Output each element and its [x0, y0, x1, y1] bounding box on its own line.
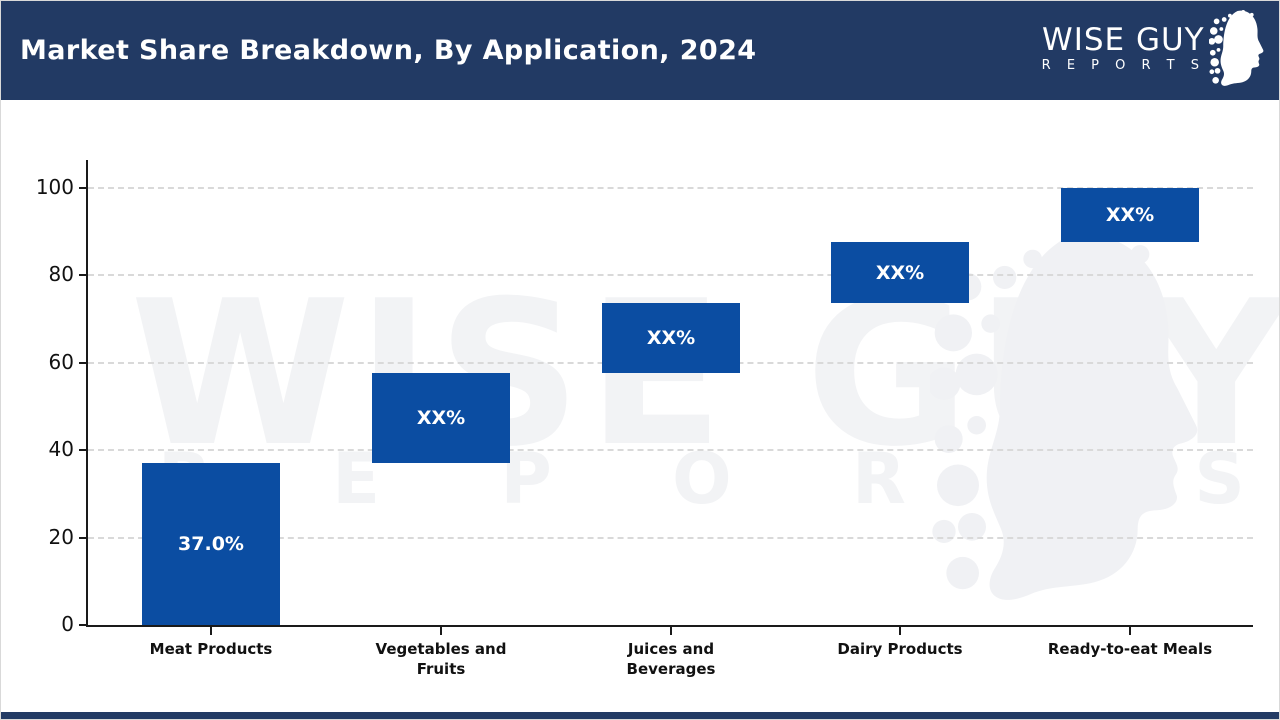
x-tick-mark [1129, 627, 1131, 635]
y-tick-label-100: 100 [35, 174, 74, 199]
footer-bar [0, 712, 1280, 720]
gridline-40 [88, 449, 1253, 451]
header-bar: Market Share Breakdown, By Application, … [0, 0, 1280, 100]
bar-value-label: XX% [416, 407, 466, 430]
gridline-20 [88, 536, 1253, 539]
x-category-label: Dairy Products [837, 640, 963, 658]
bar-segment: XX% [831, 242, 969, 304]
x-tick-mark [210, 627, 212, 635]
y-tick-label-80: 80 [48, 262, 74, 286]
y-tick-mark-40 [79, 449, 88, 451]
y-tick-label-40: 40 [48, 437, 74, 461]
brand-logo: WISE GUY R E P O R T S [1042, 8, 1266, 88]
y-tick-mark-20 [79, 536, 88, 539]
x-category-label: Juices and Beverages [626, 640, 716, 679]
x-tick-mark [440, 627, 442, 635]
bar-segment: XX% [372, 373, 510, 464]
y-tick-mark-100 [79, 186, 88, 189]
x-category-label: Ready-to-eat Meals [1047, 640, 1213, 658]
bar-value-label: XX% [875, 261, 925, 284]
bar-segment: 37.0% [142, 463, 280, 625]
bar-segment: XX% [1061, 187, 1199, 243]
y-axis-spine [86, 160, 88, 627]
y-tick-mark-0 [79, 624, 88, 626]
brand-logo-line2: R E P O R T S [1041, 57, 1205, 73]
bar-value-label: XX% [646, 327, 696, 350]
brand-logo-line1: WISE GUY [1042, 21, 1205, 58]
y-tick-mark-60 [79, 361, 88, 364]
y-tick-label-20: 20 [48, 524, 74, 549]
y-tick-label-60: 60 [48, 349, 74, 374]
x-category-label: Vegetables and Fruits [375, 640, 507, 679]
page-title: Market Share Breakdown, By Application, … [20, 34, 757, 66]
bar-segment: XX% [602, 303, 740, 374]
y-tick-mark-80 [79, 274, 88, 276]
brand-logo-text: WISE GUY R E P O R T S [1042, 23, 1205, 73]
bar-value-label: 37.0% [178, 533, 244, 556]
bar-value-label: XX% [1105, 203, 1155, 226]
x-tick-mark [670, 627, 672, 635]
gridline-100 [88, 186, 1253, 189]
gridline-80 [88, 274, 1253, 276]
x-category-label: Meat Products [149, 640, 273, 658]
brand-face-icon [1209, 10, 1264, 86]
watermark-face-icon [930, 231, 1198, 600]
x-tick-mark [899, 627, 901, 635]
x-axis-spine [86, 625, 1253, 627]
y-tick-label-0: 0 [61, 612, 74, 636]
